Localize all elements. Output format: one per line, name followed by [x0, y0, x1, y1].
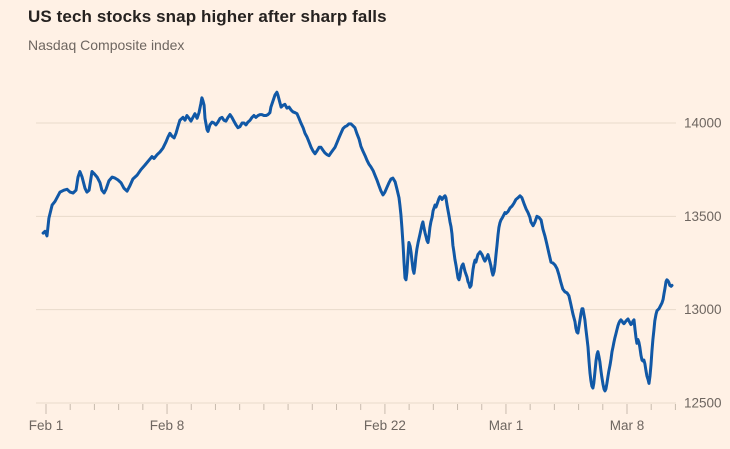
y-axis-label: 13500	[684, 209, 722, 224]
x-axis-label: Mar 8	[610, 418, 645, 433]
chart-title: US tech stocks snap higher after sharp f…	[28, 7, 387, 26]
x-axis-label: Feb 8	[150, 418, 185, 433]
chart-subtitle: Nasdaq Composite index	[28, 37, 185, 53]
x-axis-label: Mar 1	[489, 418, 524, 433]
y-axis-label: 12500	[684, 395, 722, 410]
price-line	[41, 90, 674, 393]
x-axis-label: Feb 22	[364, 418, 406, 433]
y-axis-label: 13000	[684, 302, 722, 317]
y-axis-label: 14000	[684, 116, 722, 131]
x-axis-label: Feb 1	[29, 418, 64, 433]
